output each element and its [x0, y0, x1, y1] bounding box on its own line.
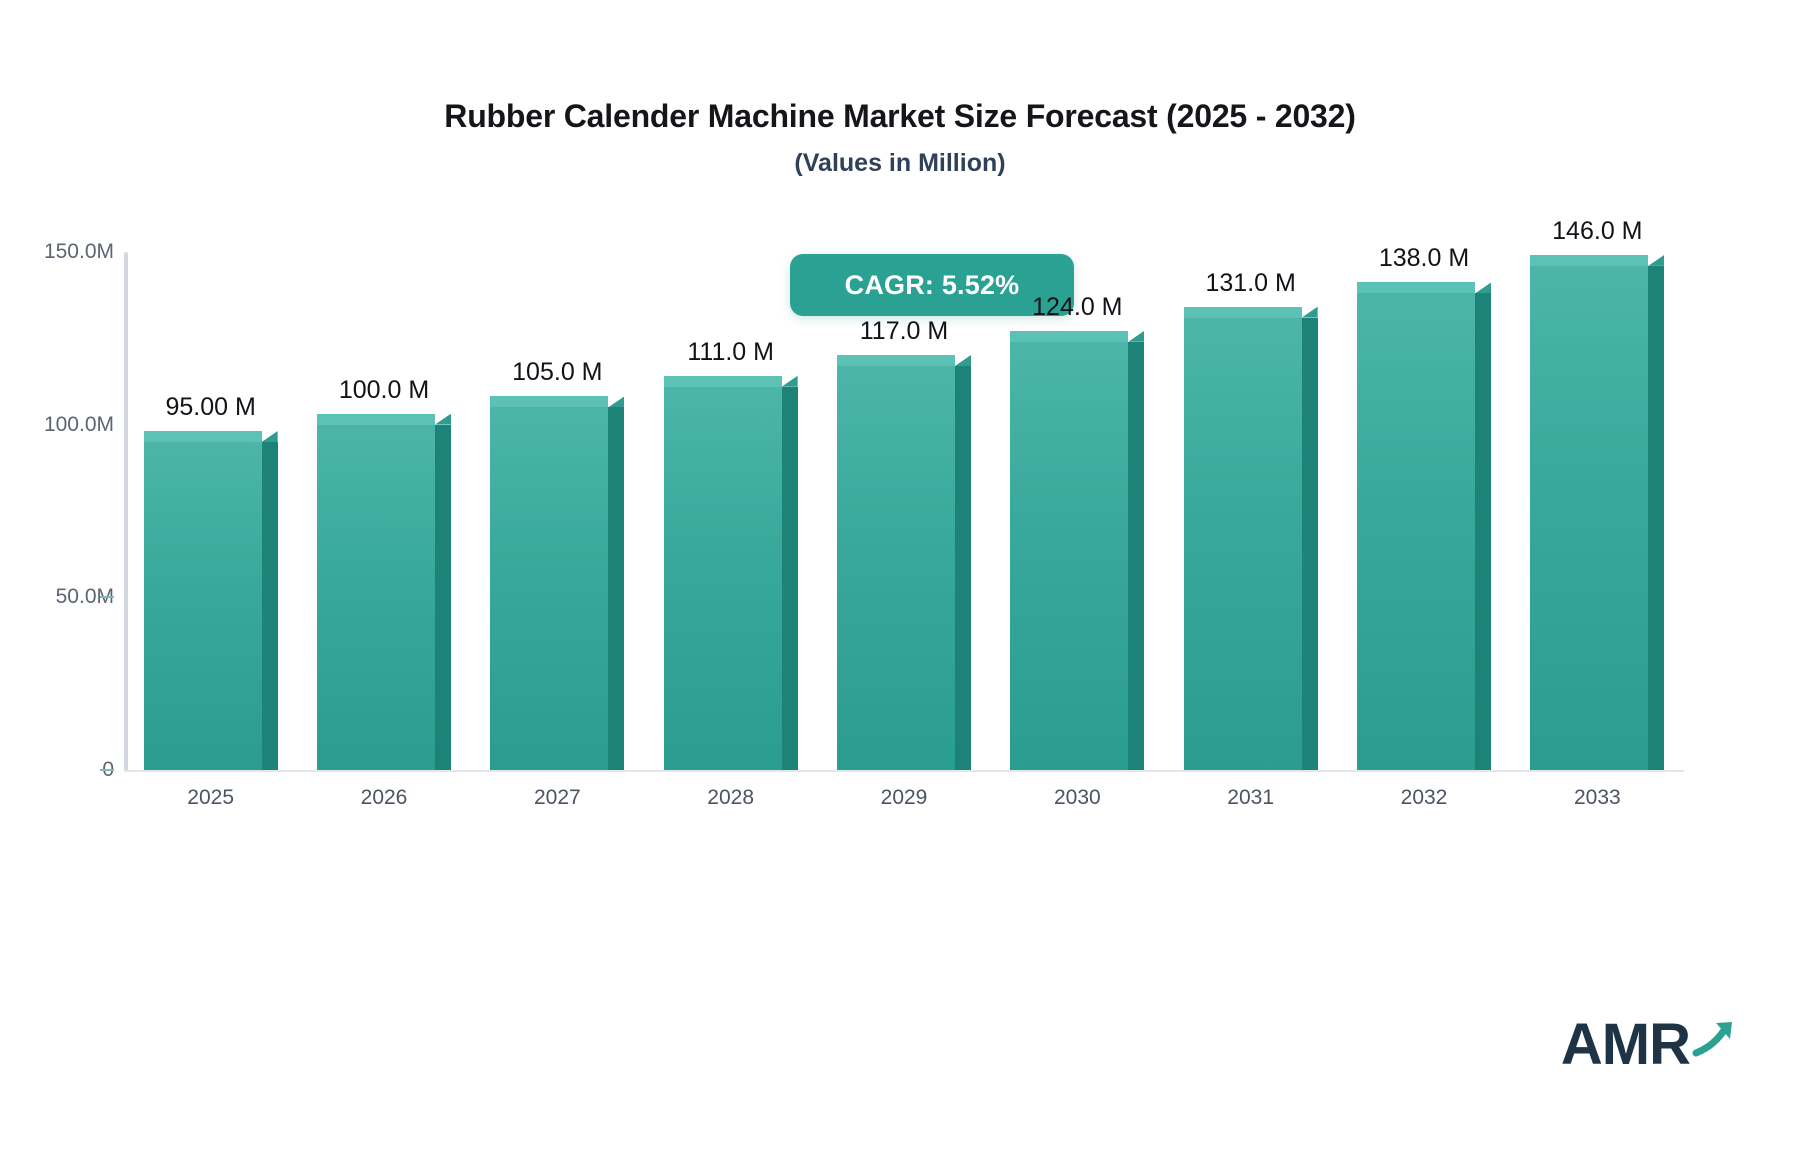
bar-top-face	[837, 354, 955, 366]
cagr-badge-label: CAGR: 5.52%	[844, 269, 1020, 300]
bar-top-face	[663, 375, 782, 387]
bar-value-label: 117.0 M	[859, 316, 949, 345]
bar-top-face	[1183, 306, 1302, 318]
bar-front-face	[490, 407, 609, 770]
bar-2025[interactable]	[143, 430, 278, 770]
bar-front-face	[143, 441, 262, 770]
bar-side-top-face	[1648, 254, 1665, 266]
bar-side-face	[1128, 341, 1145, 770]
bar-2033[interactable]	[1530, 254, 1665, 770]
bar-2029[interactable]	[837, 354, 971, 770]
y-axis-tick-label: 150.0M	[43, 240, 114, 263]
bar-2026[interactable]	[317, 413, 451, 770]
bar-side-face	[781, 386, 798, 770]
bar-value-label: 105.0 M	[512, 358, 603, 387]
bar-side-top-face	[608, 396, 625, 408]
chart-subtitle: (Values in Million)	[794, 148, 1006, 177]
y-axis-tick-label: 50.0M	[55, 585, 114, 609]
bar-side-top-face	[261, 430, 278, 442]
y-axis-tick-label: 0	[4, 758, 114, 782]
bar-top-face	[317, 413, 435, 425]
bar-side-face	[955, 365, 971, 770]
y-axis-line	[124, 252, 128, 772]
bar-front-face	[1530, 265, 1649, 770]
y-axis-tick-mark	[100, 769, 114, 771]
x-axis-tick-label-2032: 2032	[1400, 786, 1448, 809]
amr-logo: AMR	[1561, 1016, 1738, 1074]
x-axis-tick-label-2031: 2031	[1227, 786, 1275, 809]
bar-side-top-face	[1128, 330, 1145, 342]
bar-side-face	[1301, 317, 1318, 770]
x-axis-tick-label-2033: 2033	[1573, 786, 1621, 809]
y-axis-tick-mark	[100, 596, 114, 599]
x-axis-tick-label-2026: 2026	[360, 786, 408, 809]
bar-2028[interactable]	[663, 375, 798, 770]
x-axis-tick-label-2029: 2029	[880, 786, 928, 809]
bar-value-label: 95.00 M	[165, 392, 256, 421]
bar-front-face	[837, 365, 955, 770]
bar-value-label: 100.0 M	[338, 375, 430, 404]
bar-front-face	[663, 386, 782, 770]
cagr-badge: CAGR: 5.52%	[790, 254, 1074, 316]
bar-value-label: 124.0 M	[1032, 292, 1123, 321]
x-axis-tick-label-2030: 2030	[1053, 786, 1101, 809]
x-axis-line	[124, 770, 1684, 772]
page-title: Rubber Calender Machine Market Size Fore…	[444, 98, 1356, 134]
arrow-up-right-icon	[1692, 1019, 1738, 1064]
bar-2027[interactable]	[490, 396, 625, 770]
bar-front-face	[1183, 317, 1302, 770]
y-axis-tick-label: 100.0M	[43, 412, 114, 436]
bar-value-label: 111.0 M	[687, 337, 774, 366]
bar-side-face	[435, 424, 451, 770]
bar-side-face	[1475, 293, 1491, 770]
bar-side-top-face	[435, 413, 451, 425]
chart-header: Rubber Calender Machine Market Size Fore…	[0, 0, 1800, 178]
bar-top-face	[1530, 254, 1649, 266]
bar-front-face	[1010, 341, 1129, 770]
bar-top-face	[490, 396, 609, 408]
bar-top-face	[1010, 330, 1129, 342]
amr-logo-text: AMR	[1560, 1012, 1691, 1077]
bar-value-label: 131.0 M	[1205, 268, 1296, 297]
bar-2030[interactable]	[1010, 330, 1145, 770]
bar-side-top-face	[955, 354, 971, 366]
bar-2031[interactable]	[1183, 306, 1318, 770]
bar-value-label: 138.0 M	[1378, 244, 1470, 273]
bar-top-face	[1357, 282, 1475, 294]
bars-layer: 95.00 M 2025 100.0 M 2026 105.0 M 2027 111.0 M…	[124, 0, 1684, 1156]
bar-side-top-face	[1475, 282, 1491, 294]
bar-side-face	[261, 441, 278, 770]
bar-value-label: 146.0 M	[1552, 216, 1643, 245]
bar-front-face	[317, 424, 435, 770]
bar-top-face	[143, 430, 262, 442]
bar-side-face	[608, 407, 625, 770]
bar-front-face	[1357, 293, 1475, 770]
x-axis-tick-label-2028: 2028	[707, 786, 755, 809]
x-axis-tick-label-2025: 2025	[187, 786, 235, 809]
x-axis-tick-label-2027: 2027	[533, 786, 581, 809]
bar-side-top-face	[781, 375, 798, 387]
bar-side-face	[1648, 265, 1665, 770]
bar-side-top-face	[1301, 306, 1318, 318]
bar-2032[interactable]	[1357, 282, 1491, 770]
